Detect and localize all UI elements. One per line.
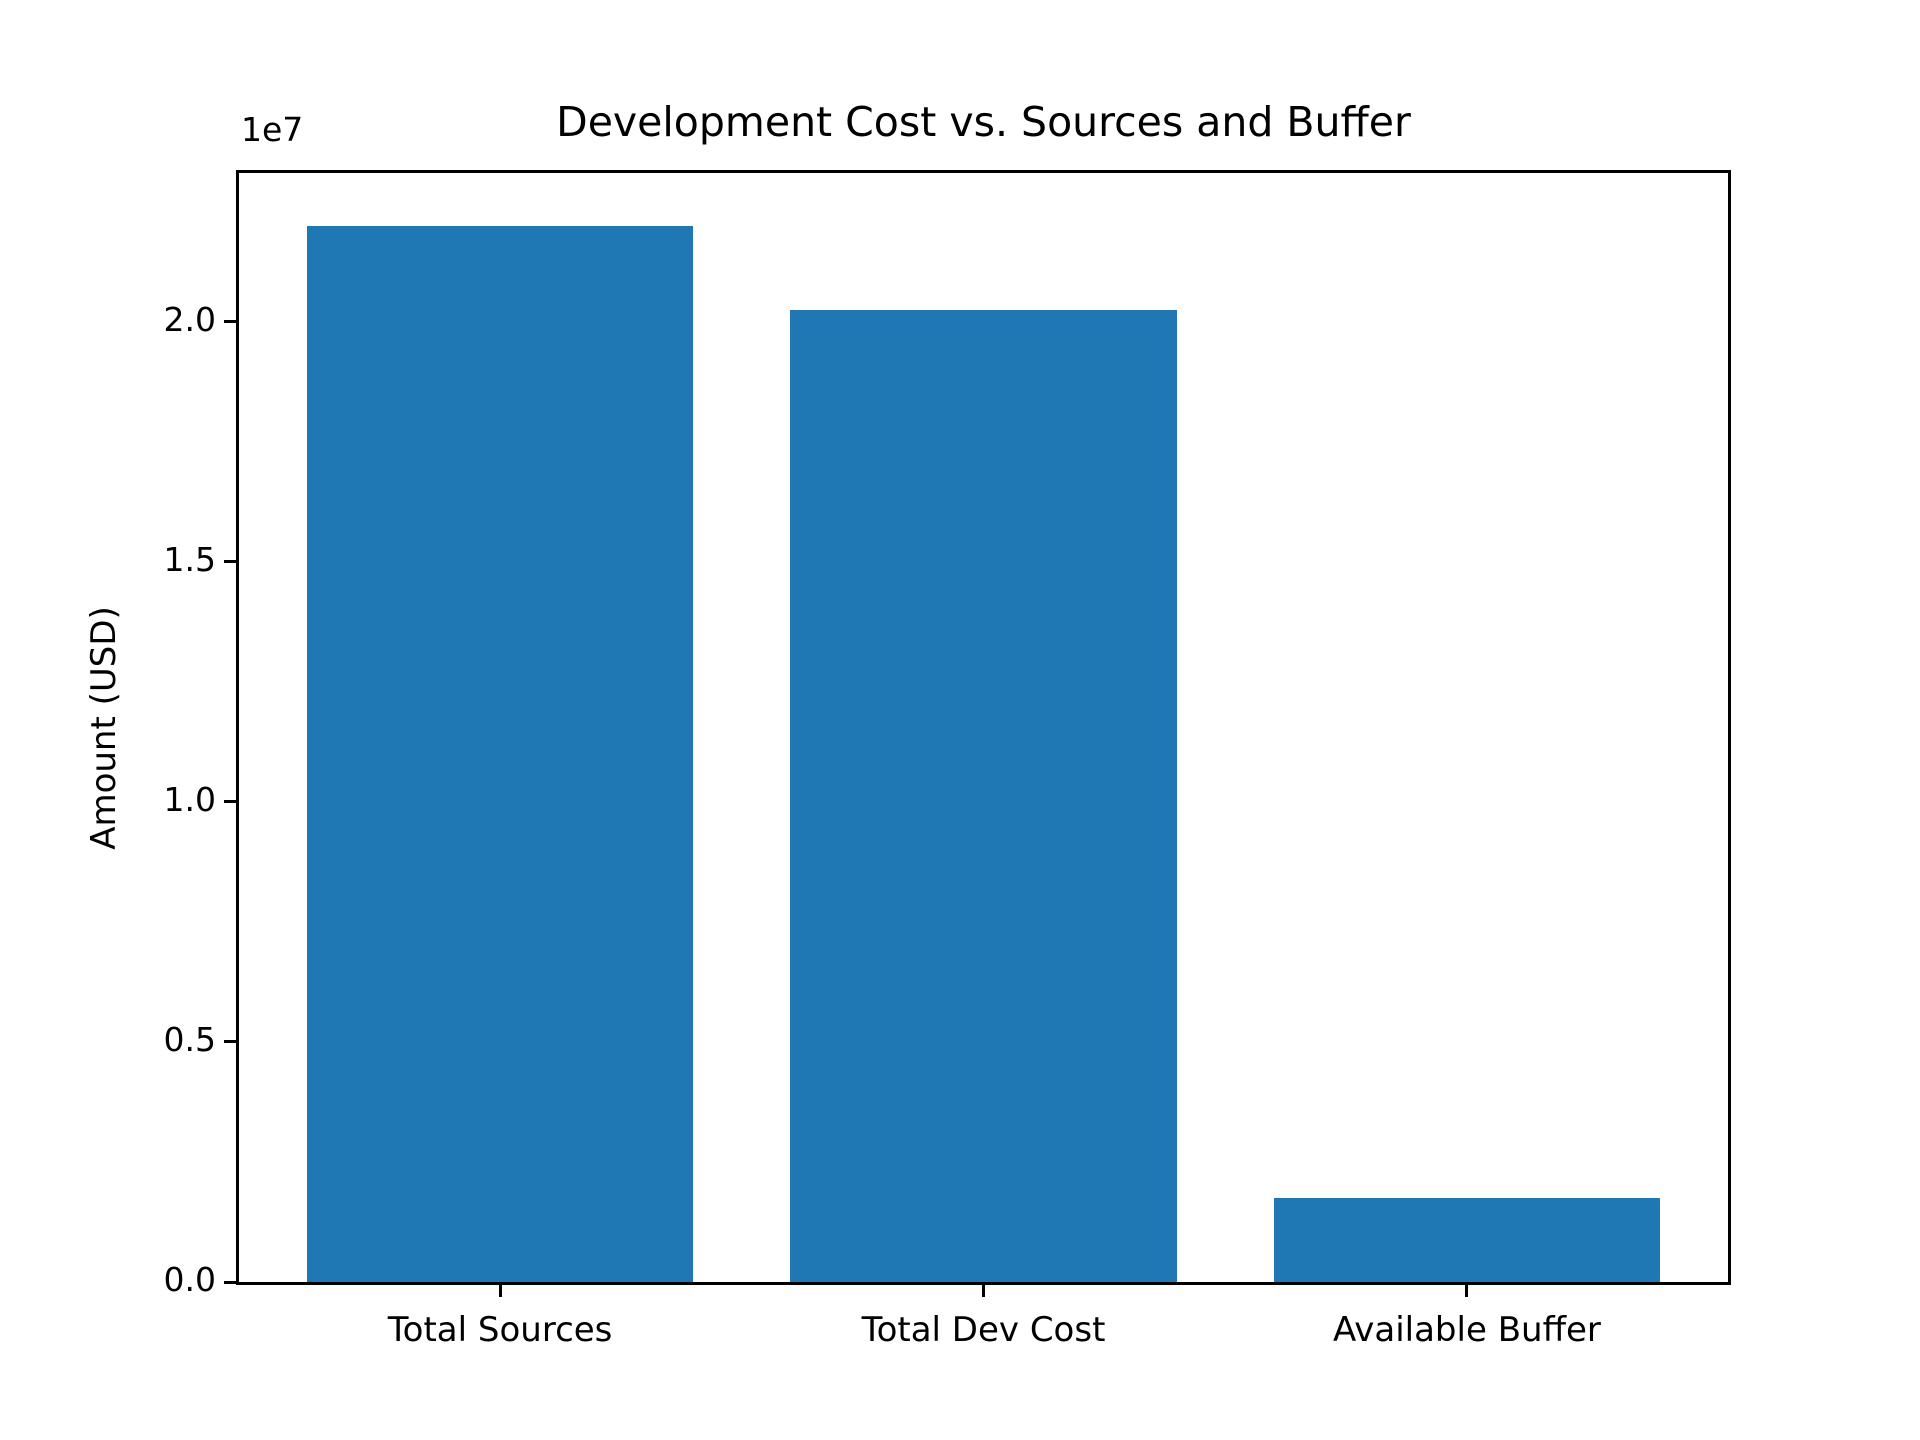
y-tick-label: 2.0 — [163, 299, 216, 339]
bar-available-buffer — [1273, 1198, 1661, 1282]
y-tick-mark — [224, 320, 236, 324]
bar-total-sources — [306, 225, 694, 1282]
bar-total-dev-cost — [790, 309, 1177, 1282]
y-tick-mark — [224, 800, 236, 804]
x-tick-label: Available Buffer — [1332, 1310, 1601, 1350]
y-tick-mark — [224, 560, 236, 564]
x-tick-mark — [982, 1285, 985, 1297]
y-axis-offset-text: 1e7 — [241, 110, 304, 149]
x-tick-mark — [1465, 1285, 1469, 1297]
y-tick-label: 1.5 — [163, 539, 216, 579]
chart-title: Development Cost vs. Sources and Buffer — [556, 98, 1411, 146]
y-tick-label: 0.0 — [163, 1260, 216, 1299]
y-tick-mark — [224, 1040, 236, 1044]
x-tick-label: Total Dev Cost — [861, 1310, 1106, 1350]
y-tick-label: 0.5 — [163, 1019, 216, 1059]
x-tick-label: Total Sources — [387, 1310, 613, 1350]
plot-area: 0.0 0.5 1.0 1.5 2.0 Total Sources Total Dev Co… — [164, 170, 1731, 1350]
y-tick-mark — [224, 1280, 236, 1284]
y-tick-label: 1.0 — [163, 779, 216, 819]
x-tick-mark — [498, 1285, 502, 1297]
